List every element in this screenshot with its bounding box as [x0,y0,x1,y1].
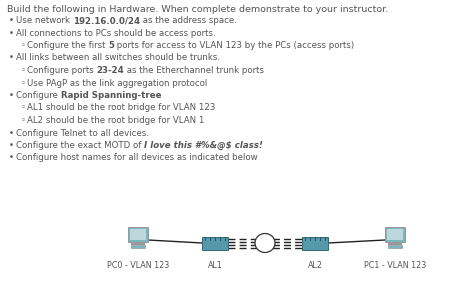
Text: ◦: ◦ [21,66,26,75]
Text: I love this #%&@$ class!: I love this #%&@$ class! [144,141,263,150]
Text: Use PAgP as the link aggregation protocol: Use PAgP as the link aggregation protoco… [27,79,207,88]
Text: as the Etherchannel trunk ports: as the Etherchannel trunk ports [124,66,264,75]
Text: ports for access to VLAN 123 by the PCs (access ports): ports for access to VLAN 123 by the PCs … [114,41,354,50]
Text: AL1: AL1 [207,261,222,270]
Text: All connections to PCs should be access ports.: All connections to PCs should be access … [16,29,216,37]
Text: Configure: Configure [16,91,61,100]
Text: AL2: AL2 [308,261,322,270]
FancyBboxPatch shape [302,236,328,249]
Text: AL2 should be the root bridge for VLAN 1: AL2 should be the root bridge for VLAN 1 [27,116,205,125]
Text: •: • [9,91,14,100]
Text: 192.16.0.0/24: 192.16.0.0/24 [73,16,140,25]
Text: Use network: Use network [16,16,73,25]
Text: 5: 5 [108,41,114,50]
Text: Rapid Spanning-tree: Rapid Spanning-tree [61,91,161,100]
Text: 23-24: 23-24 [96,66,124,75]
Text: PC0 - VLAN 123: PC0 - VLAN 123 [107,261,169,270]
Ellipse shape [255,234,275,253]
Text: ◦: ◦ [21,41,26,50]
Text: All links between all switches should be trunks.: All links between all switches should be… [16,54,220,62]
Text: Configure ports: Configure ports [27,66,96,75]
Text: •: • [9,141,14,150]
Text: Build the following in Hardware. When complete demonstrate to your instructor.: Build the following in Hardware. When co… [7,5,388,14]
Text: •: • [9,154,14,162]
Text: PC1 - VLAN 123: PC1 - VLAN 123 [364,261,426,270]
Text: ◦: ◦ [21,116,26,125]
FancyBboxPatch shape [387,229,403,240]
FancyBboxPatch shape [128,227,148,242]
Text: Configure Telnet to all devices.: Configure Telnet to all devices. [16,128,149,137]
Text: •: • [9,16,14,25]
Text: as the address space.: as the address space. [140,16,237,25]
FancyBboxPatch shape [202,236,228,249]
FancyBboxPatch shape [388,245,402,248]
Text: •: • [9,54,14,62]
Text: AL1 should be the root bridge for VLAN 123: AL1 should be the root bridge for VLAN 1… [27,103,215,113]
Text: •: • [9,29,14,37]
Text: •: • [9,128,14,137]
Text: ◦: ◦ [21,79,26,88]
Text: Configure the exact MOTD of: Configure the exact MOTD of [16,141,144,150]
FancyBboxPatch shape [131,245,145,248]
Text: ◦: ◦ [21,103,26,113]
Text: Configure the first: Configure the first [27,41,108,50]
FancyBboxPatch shape [130,229,146,240]
Text: Configure host names for all devices as indicated below: Configure host names for all devices as … [16,154,258,162]
FancyBboxPatch shape [385,227,405,242]
